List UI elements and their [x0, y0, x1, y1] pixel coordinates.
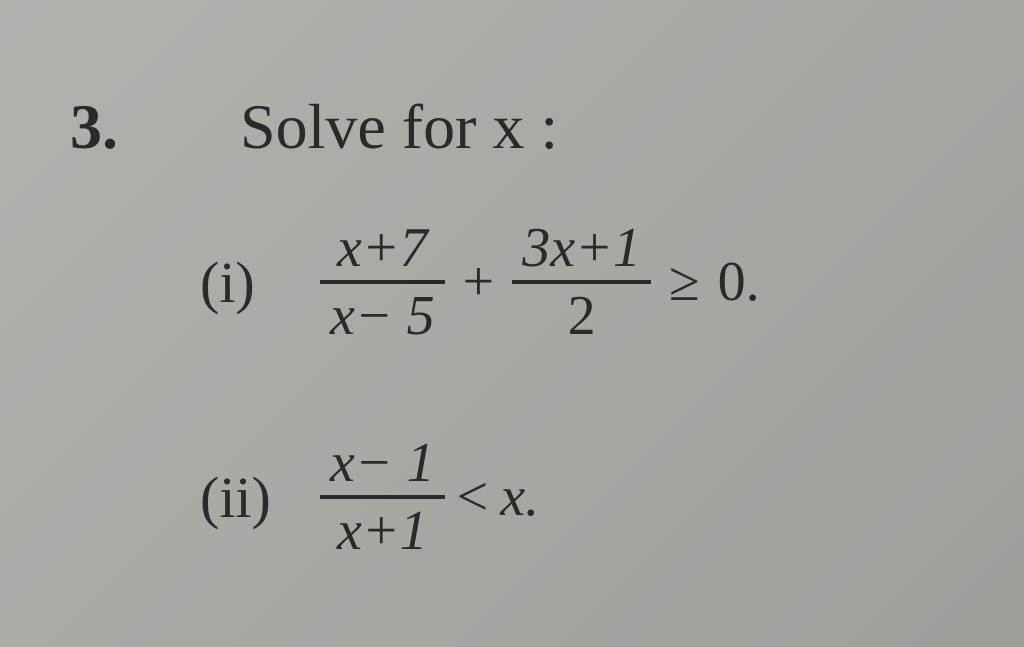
fraction-2-denominator: 2 — [558, 288, 606, 344]
part-i-equation: x+7 x− 5 + 3x+1 2 ≥ 0. — [320, 220, 760, 344]
worksheet-page: 3. Solve for x : (i) x+7 x− 5 + 3x+1 2 ≥… — [0, 0, 1024, 647]
fraction-3: x− 1 x+1 — [320, 435, 445, 559]
fraction-3-numerator: x− 1 — [320, 435, 445, 491]
fraction-3-denominator: x+1 — [327, 503, 438, 559]
lt-operator: < — [457, 465, 489, 529]
fraction-bar — [320, 280, 445, 284]
plus-operator: + — [457, 250, 501, 314]
fraction-bar — [320, 495, 445, 499]
part-ii-label: (ii) — [200, 464, 290, 531]
part-ii: (ii) x− 1 x+1 < x. — [200, 435, 539, 559]
fraction-2: 3x+1 2 — [512, 220, 651, 344]
prompt-text: Solve for x : — [240, 91, 558, 162]
rhs-zero: 0. — [718, 250, 760, 314]
fraction-1: x+7 x− 5 — [320, 220, 445, 344]
part-i-label: (i) — [200, 249, 290, 316]
fraction-1-numerator: x+7 — [327, 220, 438, 276]
fraction-bar — [512, 280, 651, 284]
rhs-x: x. — [500, 465, 539, 529]
fraction-1-denominator: x− 5 — [320, 288, 445, 344]
geq-operator: ≥ — [663, 250, 706, 314]
part-ii-equation: x− 1 x+1 < x. — [320, 435, 539, 559]
question-number: 3. — [70, 90, 118, 164]
fraction-2-numerator: 3x+1 — [512, 220, 651, 276]
part-i: (i) x+7 x− 5 + 3x+1 2 ≥ 0. — [200, 220, 760, 344]
question-prompt: Solve for x : — [240, 90, 558, 164]
